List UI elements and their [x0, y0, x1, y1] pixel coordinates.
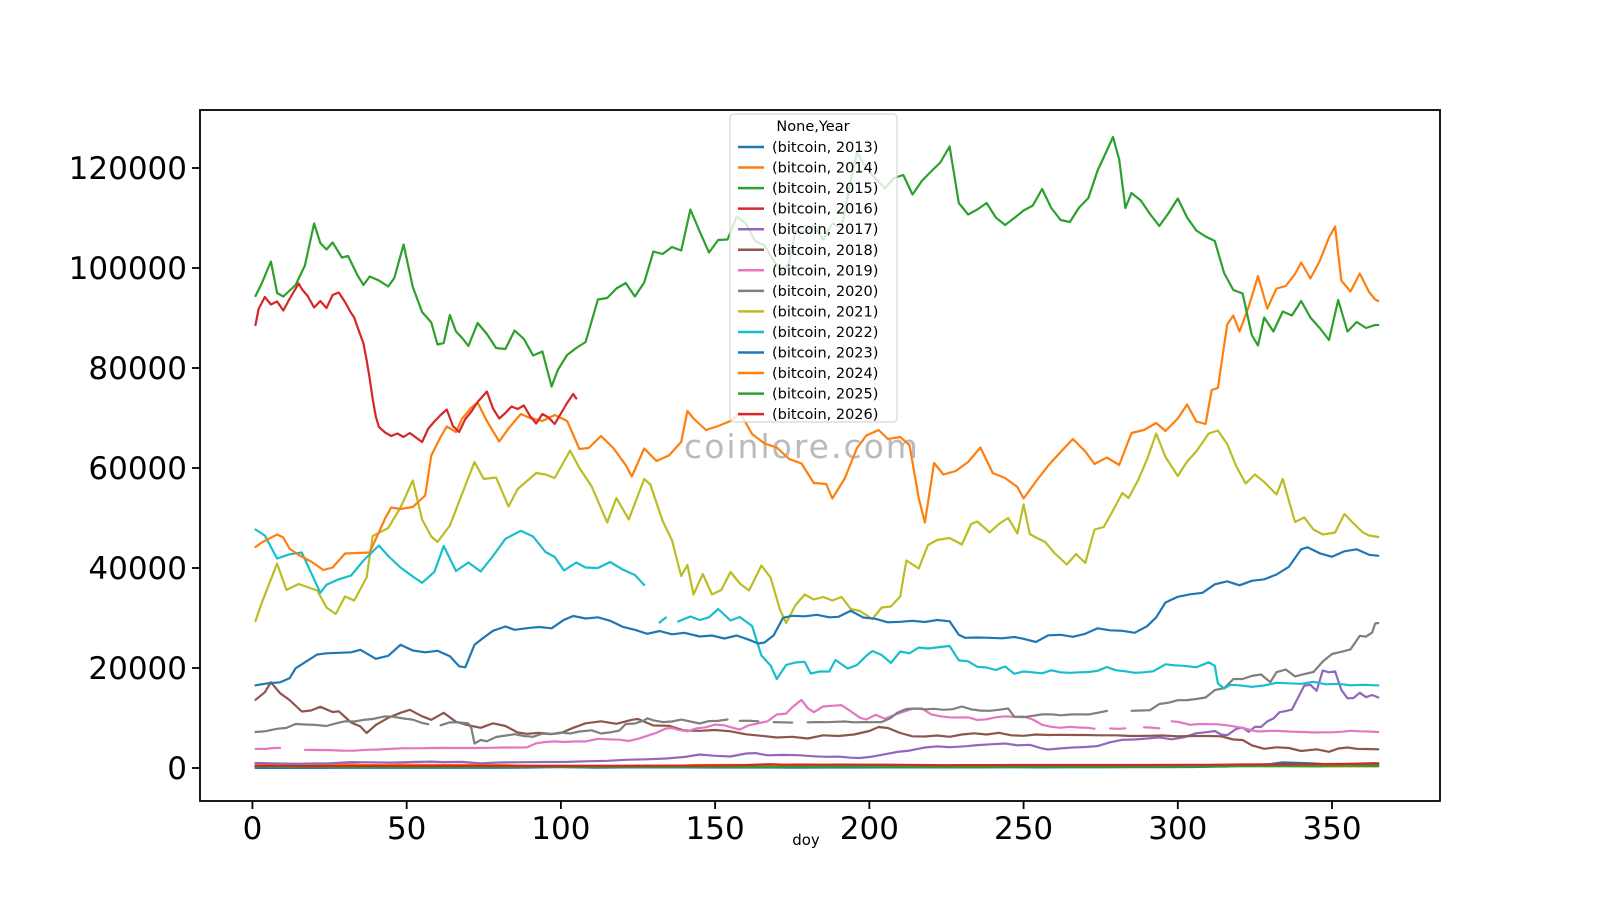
x-axis-label: doy — [792, 831, 820, 849]
legend: None,Year (bitcoin, 2013) (bitcoin, 2014)… — [729, 113, 898, 423]
y-tick-label: 60000 — [88, 451, 187, 487]
y-tick-label: 40000 — [88, 551, 187, 587]
series-line-2016 — [254, 762, 1380, 768]
y-tick-label: 120000 — [69, 151, 187, 187]
series-line-2024 — [254, 225, 1380, 572]
legend-label-2014: (bitcoin, 2014) — [772, 161, 878, 177]
x-tick-label: 300 — [1148, 811, 1207, 847]
series-line-2022 — [254, 528, 1380, 690]
legend-box — [729, 113, 898, 423]
legend-label-2013: (bitcoin, 2013) — [772, 140, 878, 156]
y-tick-label: 100000 — [69, 251, 187, 287]
series-line-2023 — [254, 546, 1380, 687]
series-line-2018 — [254, 681, 1380, 753]
legend-label-2017: (bitcoin, 2017) — [772, 222, 878, 238]
series-line-2017 — [254, 669, 1380, 765]
x-tick-label: 50 — [387, 811, 426, 847]
x-tick-label: 150 — [686, 811, 745, 847]
x-tick-label: 100 — [531, 811, 590, 847]
legend-label-2016: (bitcoin, 2016) — [772, 202, 878, 218]
legend-label-2018: (bitcoin, 2018) — [772, 243, 878, 259]
legend-label-2020: (bitcoin, 2020) — [772, 284, 878, 300]
legend-title: None,Year — [776, 119, 849, 135]
series-line-2020 — [254, 621, 1380, 745]
plot-frame — [199, 109, 1441, 802]
x-tick-label: 350 — [1302, 811, 1361, 847]
x-tick-label: 0 — [243, 811, 263, 847]
y-tick-label: 80000 — [88, 351, 187, 387]
y-tick-label: 0 — [167, 751, 187, 787]
series-line-2021 — [254, 429, 1380, 625]
legend-label-2021: (bitcoin, 2021) — [772, 304, 878, 320]
legend-entries: (bitcoin, 2013) (bitcoin, 2014) (bitcoin, … — [738, 140, 878, 423]
series-lines — [254, 135, 1380, 769]
watermark-text: coinlore.com — [684, 427, 920, 466]
x-tick-label: 200 — [840, 811, 899, 847]
legend-label-2024: (bitcoin, 2024) — [772, 366, 878, 382]
legend-label-2022: (bitcoin, 2022) — [772, 325, 878, 341]
legend-label-2023: (bitcoin, 2023) — [772, 346, 878, 362]
legend-label-2015: (bitcoin, 2015) — [772, 181, 878, 197]
axis-ticks: 0 50 100 150 200 250 300 350 0 20000 40000 60000 800… — [69, 151, 1362, 847]
y-tick-label: 20000 — [88, 651, 187, 687]
legend-label-2025: (bitcoin, 2025) — [772, 387, 878, 403]
x-tick-label: 250 — [994, 811, 1053, 847]
series-line-2019 — [254, 698, 1380, 752]
legend-label-2026: (bitcoin, 2026) — [772, 407, 878, 423]
series-line-2026 — [254, 282, 578, 444]
legend-label-2019: (bitcoin, 2019) — [772, 263, 878, 279]
